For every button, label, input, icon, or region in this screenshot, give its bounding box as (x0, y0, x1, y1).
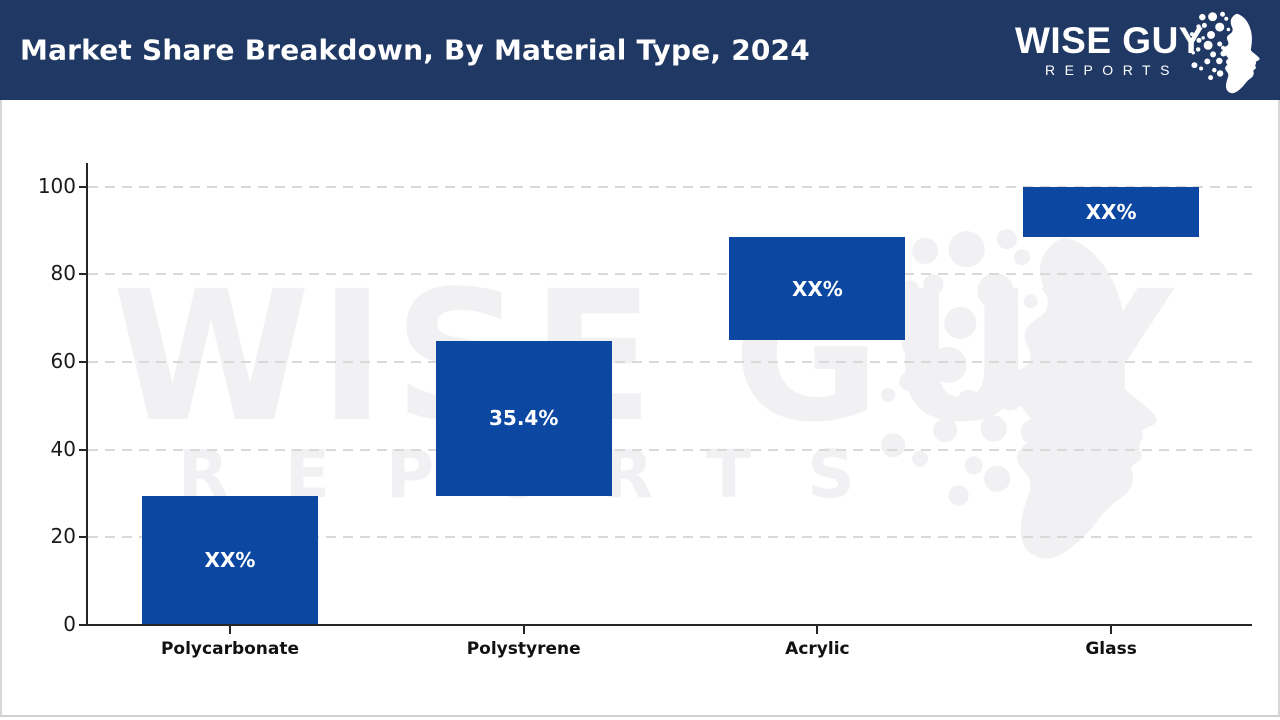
y-tick-mark-60 (79, 361, 88, 363)
x-tick-mark-polystyrene (522, 625, 525, 634)
x-tick-mark-glass (1110, 625, 1113, 634)
x-tick-label-polystyrene: Polystyrene (466, 639, 581, 659)
x-tick-mark-polycarbonate (229, 625, 231, 634)
bar-value-label-glass: XX% (1085, 199, 1137, 224)
y-tick-label-20: 20 (50, 524, 76, 549)
gridline-60 (88, 361, 1252, 363)
bar-value-label-acrylic: XX% (791, 276, 843, 301)
bar-value-label-polystyrene: 35.4% (488, 406, 559, 431)
logo-subtitle: REPORTS (1045, 62, 1179, 78)
gridline-100 (88, 185, 1252, 188)
wiseguy-logo: WISE GUY REPORTS (1015, 8, 1268, 95)
bar-acrylic: XX% (729, 237, 906, 341)
y-tick-label-60: 60 (50, 349, 76, 373)
bar-polycarbonate: XX% (142, 495, 318, 625)
x-tick-label-glass: Glass (1085, 639, 1137, 659)
y-tick-mark-0 (79, 624, 88, 626)
bar-value-label-polycarbonate: XX% (204, 548, 256, 573)
y-tick-mark-100 (79, 185, 88, 188)
page-title: Market Share Breakdown, By Material Type… (20, 33, 810, 67)
y-tick-label-40: 40 (50, 436, 76, 461)
y-tick-mark-40 (79, 448, 88, 451)
x-tick-label-acrylic: Acrylic (785, 639, 850, 659)
logo-wordmark: WISE GUY (1014, 20, 1204, 61)
y-tick-label-100: 100 (37, 173, 76, 198)
wiseguy-head-logo-icon (1189, 11, 1260, 94)
gridline-40 (88, 448, 1252, 451)
logo-text: WISE GUY REPORTS (1015, 22, 1204, 78)
y-tick-mark-80 (79, 273, 88, 276)
x-tick-mark-acrylic (816, 625, 819, 634)
y-tick-label-0: 0 (63, 612, 76, 636)
bar-polystyrene: 35.4% (435, 340, 612, 496)
gridline-20 (88, 536, 1252, 539)
x-axis-spine (86, 624, 1252, 626)
bar-glass: XX% (1023, 186, 1200, 238)
header-bar: Market Share Breakdown, By Material Type… (0, 0, 1280, 100)
y-tick-mark-20 (79, 536, 88, 539)
y-tick-label-80: 80 (50, 261, 76, 286)
y-axis-spine (86, 163, 88, 625)
gridline-80 (88, 273, 1252, 276)
x-tick-label-polycarbonate: Polycarbonate (160, 639, 300, 659)
